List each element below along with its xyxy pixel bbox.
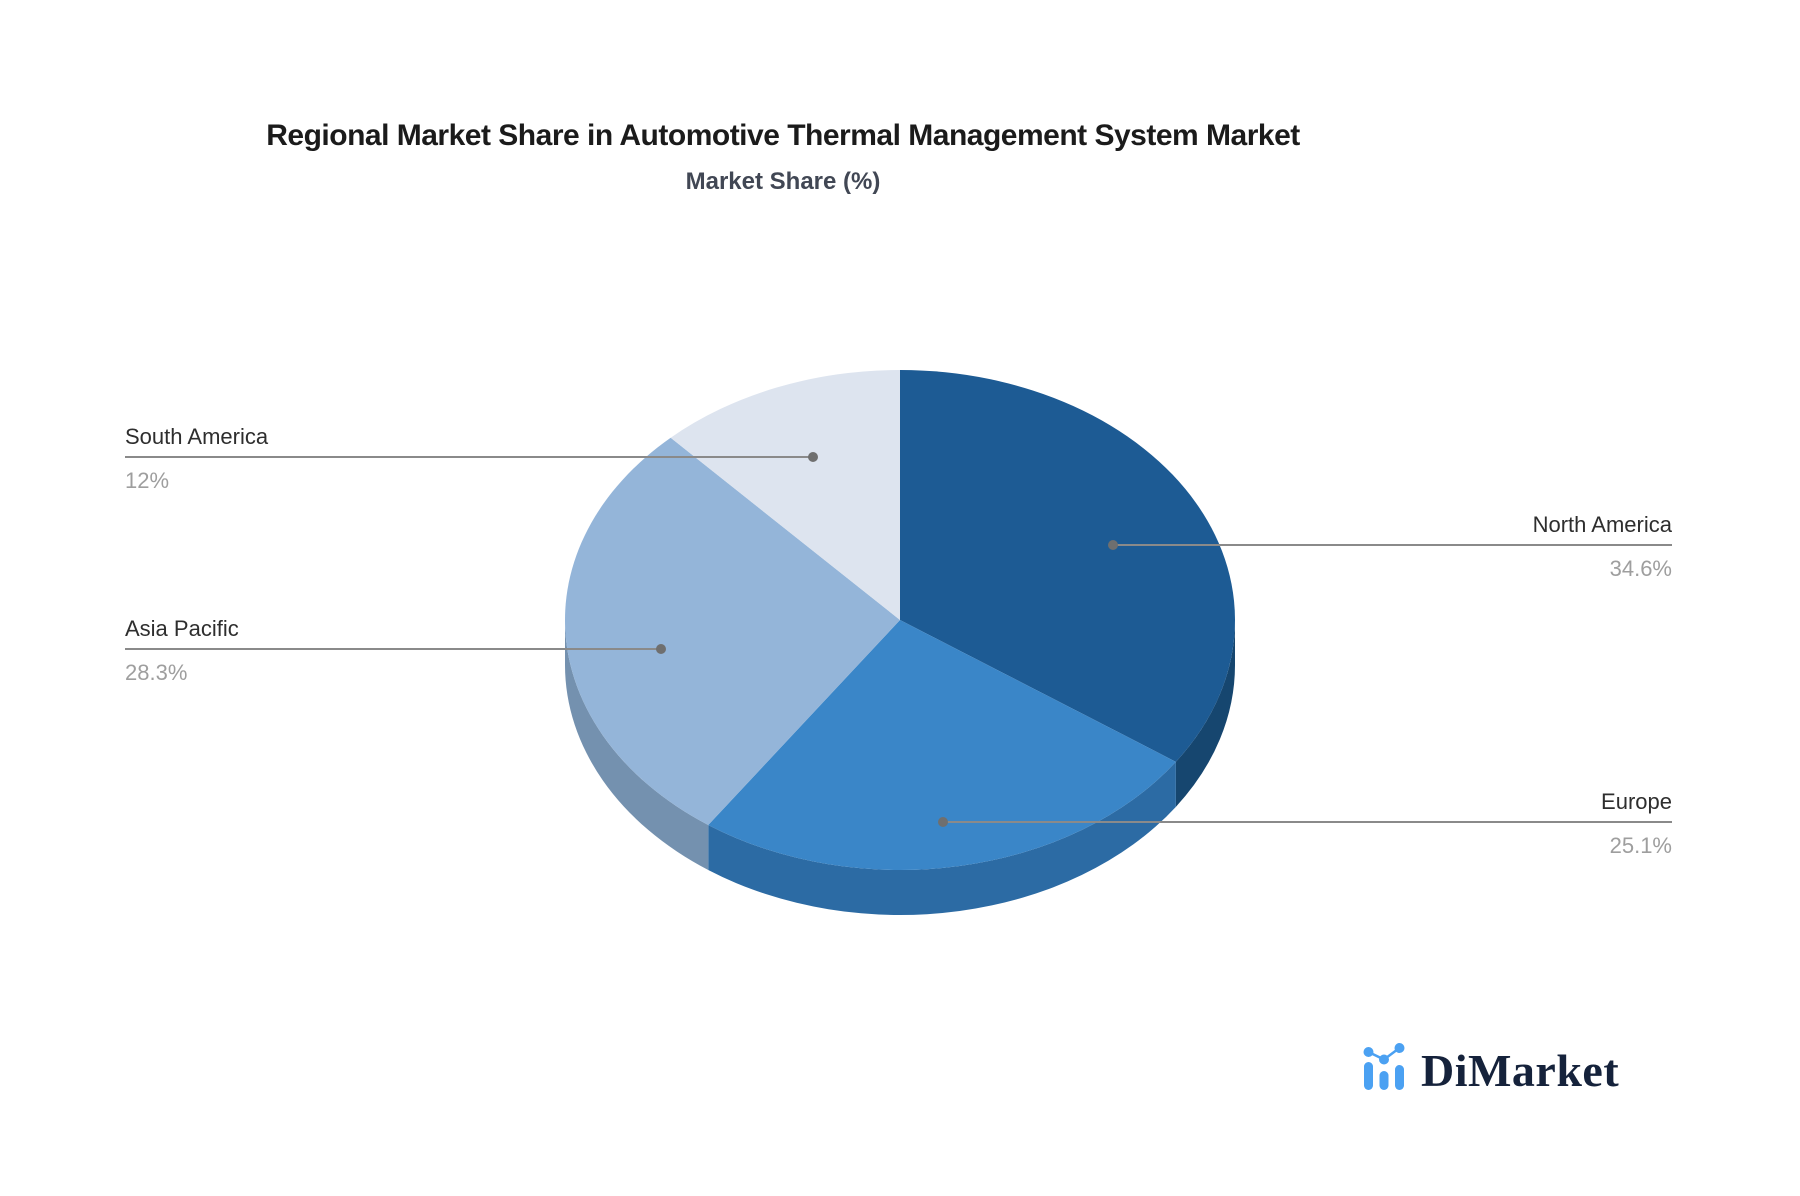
pie-slice (708, 620, 1176, 870)
slice-label: North America (1532, 512, 1672, 537)
leader-dot (656, 644, 666, 654)
slice-value: 25.1% (1609, 833, 1672, 858)
leader-line (943, 821, 1672, 823)
logo-text: DiMarket (1421, 1045, 1620, 1096)
brand-logo: DiMarket (1362, 1042, 1619, 1094)
leader-line (125, 648, 661, 650)
logo-icon (1363, 1043, 1405, 1090)
pie-slice-side (1175, 620, 1235, 807)
pie-slice (900, 370, 1235, 762)
chart-subtitle: Market Share (%) (685, 168, 881, 195)
leader-dot (938, 817, 948, 827)
pie-slice (670, 370, 900, 620)
slice-label: Asia Pacific (125, 616, 239, 641)
pie-slice (565, 437, 900, 825)
slice-label: South America (125, 424, 269, 449)
slice-value: 28.3% (125, 660, 188, 685)
slice-value: 34.6% (1609, 556, 1672, 581)
leader-line (125, 456, 813, 458)
leader-dot (1108, 540, 1118, 550)
slice-value: 12% (125, 468, 170, 493)
pie-slice-side (708, 761, 1176, 915)
pie-slice-side (565, 620, 709, 870)
chart-title: Regional Market Share in Automotive Ther… (266, 119, 1300, 152)
leader-dot (808, 452, 818, 462)
leader-line (1113, 544, 1672, 546)
slice-label: Europe (1601, 789, 1672, 814)
